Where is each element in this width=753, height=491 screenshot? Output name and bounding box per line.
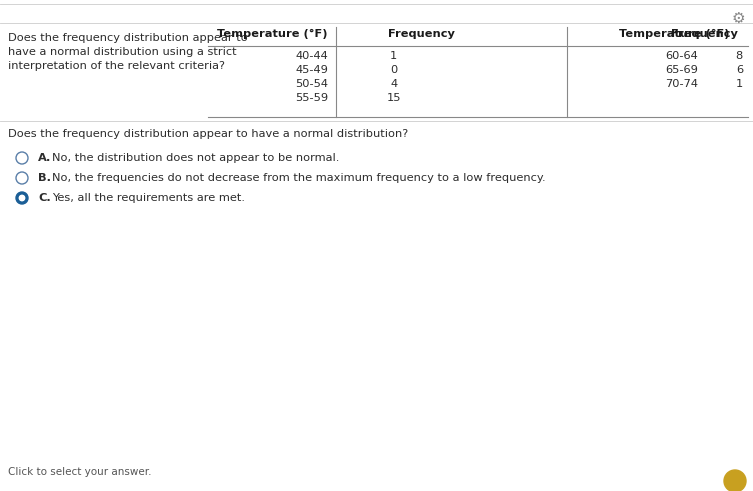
Text: 8: 8 <box>736 51 743 61</box>
Text: ⚙: ⚙ <box>731 11 745 26</box>
Text: Yes, all the requirements are met.: Yes, all the requirements are met. <box>52 193 245 203</box>
Circle shape <box>16 192 28 204</box>
Text: 15: 15 <box>386 93 401 103</box>
Text: C.: C. <box>38 193 50 203</box>
Text: 1: 1 <box>390 51 398 61</box>
Text: 2: 2 <box>731 476 739 486</box>
Text: interpretation of the relevant criteria?: interpretation of the relevant criteria? <box>8 61 225 71</box>
Text: 0: 0 <box>390 65 398 75</box>
Text: Does the frequency distribution appear to: Does the frequency distribution appear t… <box>8 33 248 43</box>
Text: Temperature (°F): Temperature (°F) <box>619 29 730 39</box>
Circle shape <box>20 195 25 201</box>
Text: Does the frequency distribution appear to have a normal distribution?: Does the frequency distribution appear t… <box>8 129 408 139</box>
Text: have a normal distribution using a strict: have a normal distribution using a stric… <box>8 47 236 57</box>
Text: Frequency: Frequency <box>671 29 738 39</box>
Text: 6: 6 <box>736 65 743 75</box>
Text: 40-44: 40-44 <box>295 51 328 61</box>
Text: Click to select your answer.: Click to select your answer. <box>8 467 151 477</box>
Text: 70-74: 70-74 <box>666 79 699 89</box>
Text: 65-69: 65-69 <box>666 65 699 75</box>
Text: Frequency: Frequency <box>388 29 455 39</box>
Text: 55-59: 55-59 <box>295 93 328 103</box>
Text: 60-64: 60-64 <box>666 51 698 61</box>
Text: B.: B. <box>38 173 51 183</box>
Text: No, the distribution does not appear to be normal.: No, the distribution does not appear to … <box>52 153 340 163</box>
Text: Temperature (°F): Temperature (°F) <box>217 29 328 39</box>
Text: 45-49: 45-49 <box>295 65 328 75</box>
Text: 4: 4 <box>390 79 398 89</box>
Circle shape <box>724 470 746 491</box>
Text: 50-54: 50-54 <box>295 79 328 89</box>
Text: No, the frequencies do not decrease from the maximum frequency to a low frequenc: No, the frequencies do not decrease from… <box>52 173 546 183</box>
Text: A.: A. <box>38 153 51 163</box>
Text: 1: 1 <box>736 79 743 89</box>
